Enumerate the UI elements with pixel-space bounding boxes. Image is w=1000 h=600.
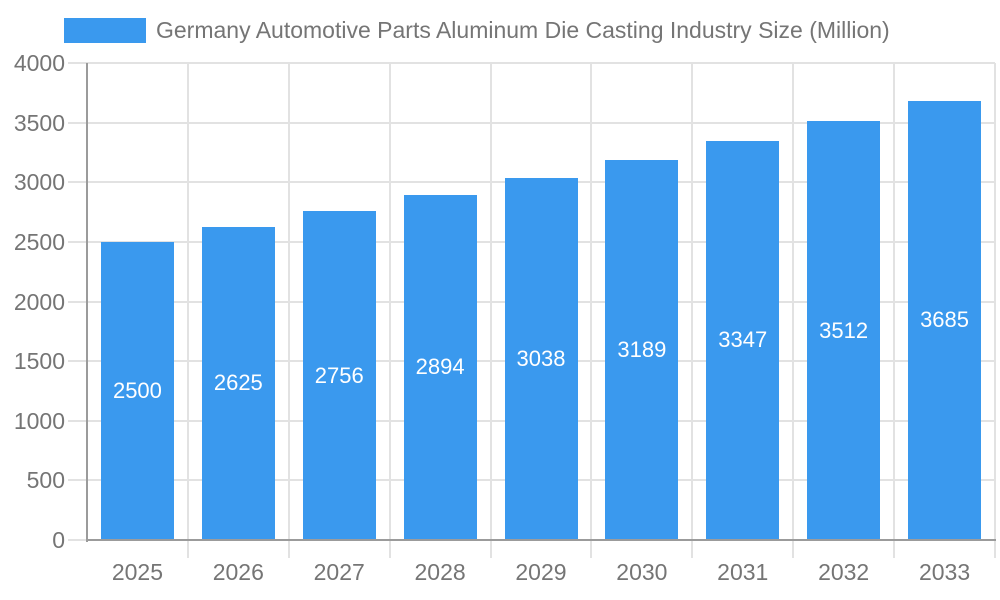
bar (605, 159, 679, 540)
x-gridline (388, 63, 391, 558)
x-gridline (691, 63, 694, 558)
bar-value-label: 2500 (112, 377, 162, 403)
y-axis-line (86, 63, 88, 542)
bar (403, 194, 477, 540)
y-tick-label: 4000 (13, 50, 65, 76)
bar-value-label: 3685 (920, 307, 970, 333)
legend-swatch (64, 18, 146, 43)
x-tick-label: 2033 (918, 559, 971, 585)
bar (908, 100, 982, 540)
bar (302, 211, 376, 540)
bar (504, 177, 578, 540)
y-tick-label: 2000 (13, 288, 65, 315)
y-tick-label: 1500 (13, 348, 65, 375)
bar-value-label: 2756 (314, 362, 364, 388)
x-tick-label: 2029 (515, 559, 567, 585)
bar-value-label: 3038 (516, 345, 566, 371)
x-tick-label: 2031 (717, 559, 769, 585)
x-tick-label: 2028 (414, 559, 466, 585)
chart-legend: Germany Automotive Parts Aluminum Die Ca… (0, 0, 1000, 56)
y-tick-label: 500 (26, 467, 65, 494)
y-gridline (68, 62, 995, 64)
bar-value-label: 2625 (213, 370, 263, 396)
x-gridline (287, 63, 290, 558)
bar (807, 121, 881, 540)
x-tick-label: 2025 (111, 559, 164, 585)
bar (100, 241, 174, 540)
bar (706, 140, 780, 540)
legend-label: Germany Automotive Parts Aluminum Die Ca… (156, 17, 890, 43)
y-gridline (68, 121, 995, 124)
x-tick-label: 2030 (616, 559, 668, 585)
y-tick-label: 0 (52, 527, 65, 553)
x-gridline (590, 63, 593, 558)
x-gridline (792, 63, 795, 558)
x-tick-label: 2032 (818, 559, 870, 585)
y-tick-label: 1000 (13, 407, 65, 434)
x-tick-label: 2027 (313, 559, 365, 585)
bar-value-label: 3189 (617, 336, 667, 362)
bar (201, 226, 275, 540)
bar-value-label: 3512 (819, 317, 869, 343)
x-gridline (186, 63, 189, 558)
x-gridline (489, 63, 492, 558)
y-tick-label: 2500 (13, 228, 65, 255)
y-tick-label: 3500 (13, 109, 65, 136)
x-tick-label: 2026 (212, 559, 264, 585)
x-gridline (893, 63, 896, 558)
y-tick-label: 3000 (13, 169, 65, 196)
bar-value-label: 2894 (415, 354, 465, 380)
x-axis-line (86, 539, 996, 541)
bar-value-label: 3347 (718, 327, 768, 353)
x-gridline (994, 63, 996, 558)
y-tick (68, 539, 87, 541)
